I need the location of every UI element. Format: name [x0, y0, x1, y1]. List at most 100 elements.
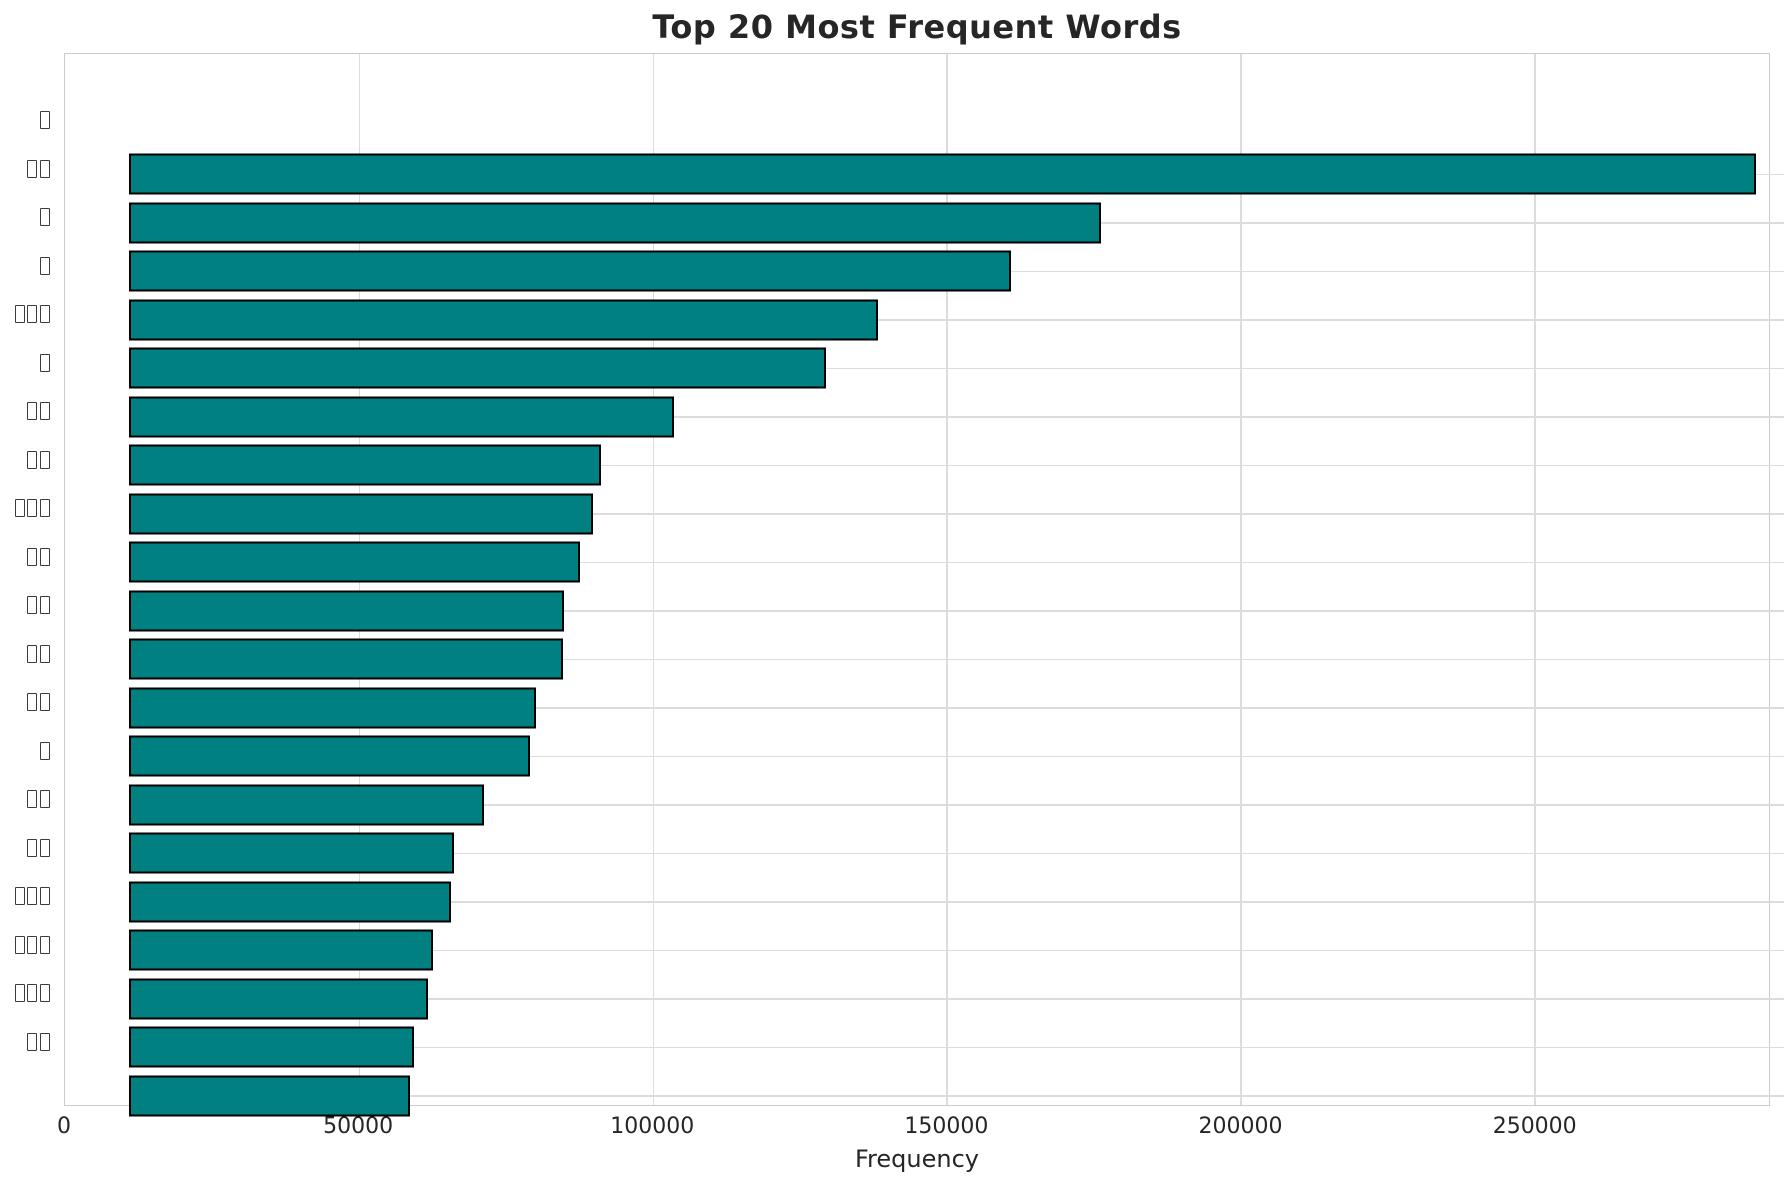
missing-glyph-box: [39, 887, 50, 906]
gridline-y-10: [129, 610, 1784, 612]
bar-row-10: [129, 587, 1784, 636]
missing-glyph-box: [39, 208, 50, 227]
missing-glyph-box: [39, 402, 50, 421]
bar-7: [129, 444, 602, 486]
bar-row-4: [129, 296, 1784, 345]
bar-row-5: [129, 344, 1784, 393]
missing-glyph-box: [39, 984, 50, 1003]
missing-glyph-box: [14, 887, 25, 906]
missing-glyph-box: [27, 984, 38, 1003]
bar-17: [129, 929, 434, 971]
y-tick-label-4: [0, 242, 64, 291]
bar-19: [129, 1026, 415, 1068]
gridline-y-11: [129, 658, 1784, 660]
gridline-y-19: [129, 1046, 1784, 1048]
y-tick-label-7: [0, 387, 64, 436]
x-tick-label-100000: 100000: [610, 1114, 695, 1139]
missing-glyph-box: [27, 935, 38, 954]
y-tick-label-5: [0, 290, 64, 339]
missing-glyph-box: [39, 693, 50, 712]
gridline-y-16: [129, 901, 1784, 903]
missing-glyph-box: [39, 838, 50, 857]
bar-row-12: [129, 684, 1784, 733]
bar-14: [129, 784, 485, 826]
missing-glyph-box: [27, 499, 38, 518]
bar-1: [129, 153, 1756, 195]
y-tick-label-6: [0, 339, 64, 388]
missing-glyph-box: [39, 305, 50, 324]
bar-16: [129, 881, 452, 923]
missing-glyph-box: [27, 693, 38, 712]
y-tick-label-11: [0, 581, 64, 630]
gridline-y-9: [129, 561, 1784, 563]
bar-row-6: [129, 393, 1784, 442]
bar-10: [129, 590, 565, 632]
missing-glyph-box: [14, 984, 25, 1003]
bar-5: [129, 347, 826, 389]
missing-glyph-box: [39, 596, 50, 615]
gridline-y-4: [129, 319, 1784, 321]
bar-row-17: [129, 926, 1784, 975]
gridline-y-12: [129, 707, 1784, 709]
y-tick-label-1: [0, 96, 64, 145]
bar-15: [129, 832, 455, 874]
y-tick-label-17: [0, 872, 64, 921]
missing-glyph-box: [27, 305, 38, 324]
bar-11: [129, 638, 564, 680]
bar-13: [129, 735, 531, 777]
missing-glyph-box: [27, 159, 38, 178]
bar-row-13: [129, 732, 1784, 781]
missing-glyph-box: [39, 353, 50, 372]
missing-glyph-box: [39, 499, 50, 518]
missing-glyph-box: [39, 741, 50, 760]
gridline-y-18: [129, 998, 1784, 1000]
y-tick-label-16: [0, 824, 64, 873]
gridline-x-100000: [652, 54, 655, 1105]
y-axis-labels: [0, 53, 64, 1106]
missing-glyph-box: [39, 159, 50, 178]
missing-glyph-box: [27, 450, 38, 469]
gridline-y-6: [129, 416, 1784, 418]
gridline-y-7: [129, 464, 1784, 466]
gridline-y-13: [129, 755, 1784, 757]
missing-glyph-box: [14, 935, 25, 954]
missing-glyph-box: [27, 402, 38, 421]
gridline-x-200000: [1240, 54, 1242, 1105]
bar-12: [129, 687, 537, 729]
bar-9: [129, 541, 581, 583]
gridline-x-150000: [946, 54, 948, 1105]
x-axis-title: Frequency: [855, 1145, 979, 1173]
missing-glyph-box: [39, 111, 50, 130]
bar-row-16: [129, 878, 1784, 927]
gridline-y-17: [129, 949, 1784, 951]
gridline-y-8: [129, 513, 1784, 515]
missing-glyph-box: [27, 838, 38, 857]
missing-glyph-box: [39, 256, 50, 275]
missing-glyph-box: [27, 790, 38, 809]
y-tick-label-8: [0, 436, 64, 485]
y-tick-label-9: [0, 484, 64, 533]
bar-6: [129, 396, 675, 438]
y-tick-label-20: [0, 1018, 64, 1067]
y-tick-label-18: [0, 921, 64, 970]
missing-glyph-box: [39, 935, 50, 954]
gridline-y-20: [129, 1095, 1784, 1097]
missing-glyph-box: [14, 305, 25, 324]
bar-20: [129, 1075, 411, 1117]
y-tick-label-19: [0, 969, 64, 1018]
bar-2: [129, 202, 1102, 244]
chart-title: Top 20 Most Frequent Words: [652, 8, 1182, 46]
bar-rows: [129, 107, 1784, 1160]
y-tick-label-14: [0, 727, 64, 776]
x-tick-label-0: 0: [57, 1114, 71, 1139]
x-tick-label-150000: 150000: [904, 1114, 989, 1139]
x-tick-label-200000: 200000: [1198, 1114, 1283, 1139]
missing-glyph-box: [27, 596, 38, 615]
bar-row-15: [129, 829, 1784, 878]
y-tick-label-12: [0, 630, 64, 679]
y-tick-label-13: [0, 678, 64, 727]
gridline-y-14: [129, 804, 1784, 806]
missing-glyph-box: [27, 547, 38, 566]
missing-glyph-box: [27, 644, 38, 663]
